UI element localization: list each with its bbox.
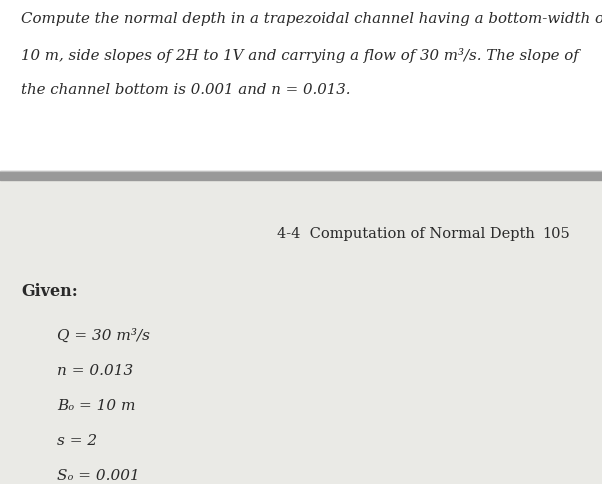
Bar — [0, 0, 602, 172]
Text: 105: 105 — [542, 227, 569, 241]
Text: the channel bottom is 0.001 and n = 0.013.: the channel bottom is 0.001 and n = 0.01… — [21, 83, 350, 97]
Text: 10 m, side slopes of 2H to 1V and carrying a flow of 30 m³/s. The slope of: 10 m, side slopes of 2H to 1V and carryi… — [21, 47, 579, 62]
Text: Sₒ = 0.001: Sₒ = 0.001 — [57, 468, 140, 482]
Text: Q = 30 m³/s: Q = 30 m³/s — [57, 328, 150, 342]
Text: s = 2: s = 2 — [57, 433, 98, 447]
Text: n = 0.013: n = 0.013 — [57, 363, 134, 377]
Text: Given:: Given: — [21, 282, 78, 299]
Text: 4-4  Computation of Normal Depth: 4-4 Computation of Normal Depth — [277, 227, 535, 241]
Bar — [0, 172, 602, 181]
Text: Compute the normal depth in a trapezoidal channel having a bottom-width of: Compute the normal depth in a trapezoida… — [21, 12, 602, 26]
Text: Bₒ = 10 m: Bₒ = 10 m — [57, 398, 135, 412]
